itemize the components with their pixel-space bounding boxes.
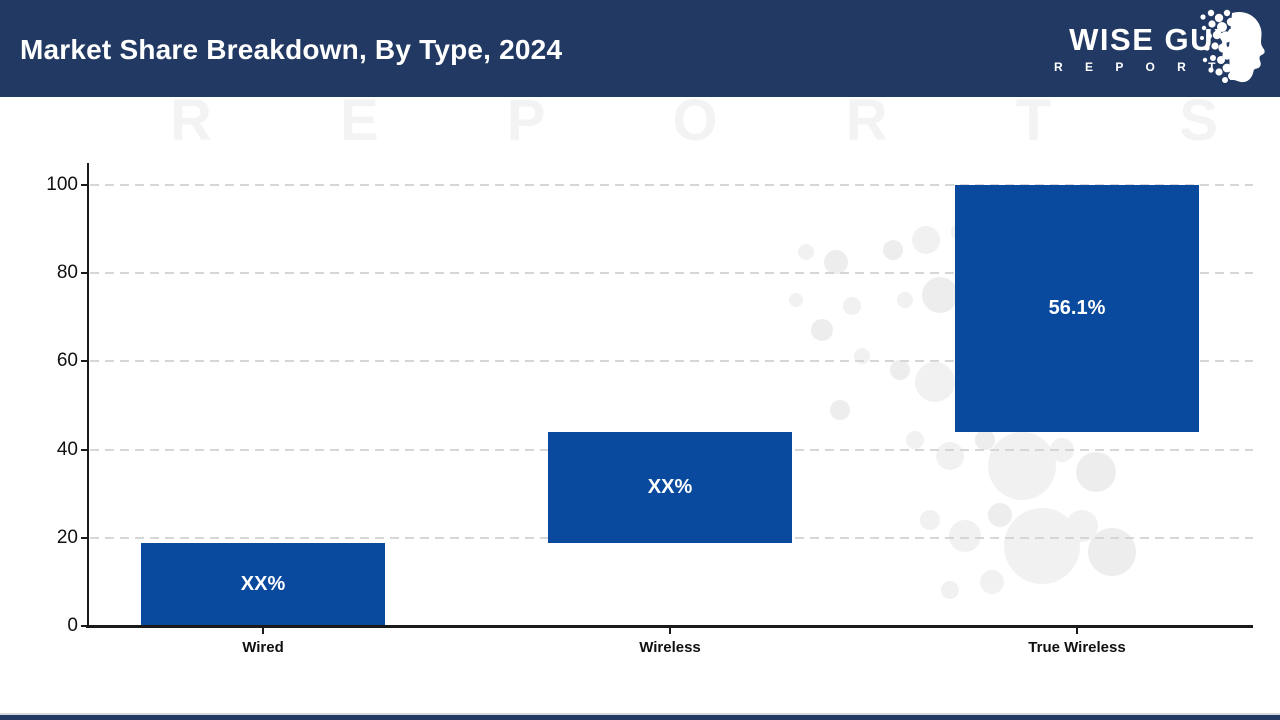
footer-brand-strip — [0, 713, 1280, 720]
watermark-subtitle: R E P O R T S — [170, 88, 1275, 153]
bar-value-label: 56.1% — [1048, 297, 1106, 320]
y-tick-label-100: 100 — [46, 174, 78, 195]
y-tick-label-0: 0 — [67, 615, 78, 636]
x-axis — [86, 625, 1253, 628]
page-title: Market Share Breakdown, By Type, 2024 — [20, 34, 563, 65]
bar-wired: XX% — [141, 542, 385, 626]
x-category-label: Wireless — [639, 639, 701, 656]
y-tick-80 — [81, 272, 88, 275]
y-tick-label-40: 40 — [56, 438, 78, 460]
bar-wireless: XX% — [548, 432, 792, 543]
y-tick-label-20: 20 — [56, 526, 78, 548]
y-tick-0 — [81, 625, 88, 627]
gridline-60 — [90, 360, 1253, 363]
y-tick-100 — [81, 184, 88, 186]
y-axis — [87, 163, 89, 628]
y-tick-label-60: 60 — [56, 350, 78, 372]
header-bar: Market Share Breakdown, By Type, 2024 WI… — [0, 0, 1280, 97]
x-tick-1 — [669, 627, 671, 634]
gridline-100 — [90, 184, 1253, 186]
logo-wordmark: WISE GUY — [1069, 22, 1237, 57]
x-category-label: True Wireless — [1028, 639, 1126, 656]
bar-value-label: XX% — [240, 572, 286, 595]
y-tick-label-80: 80 — [56, 262, 78, 284]
bar-true-wireless: 56.1% — [955, 185, 1199, 433]
x-tick-0 — [262, 627, 264, 634]
bar-value-label: XX% — [647, 476, 693, 499]
x-category-label: Wired — [242, 639, 284, 656]
y-tick-60 — [81, 360, 88, 363]
y-tick-40 — [81, 448, 88, 451]
x-tick-2 — [1076, 627, 1078, 634]
wiseguy-logo: WISE GUY R E P O R T S — [1020, 4, 1270, 94]
wiseguy-logo-text: WISE GUY R E P O R T S — [1050, 22, 1255, 74]
y-tick-20 — [81, 536, 88, 539]
gridline-80 — [90, 272, 1253, 275]
logo-subtitle: R E P O R T S — [1054, 60, 1256, 74]
wiseguy-face-icon — [1200, 9, 1265, 83]
